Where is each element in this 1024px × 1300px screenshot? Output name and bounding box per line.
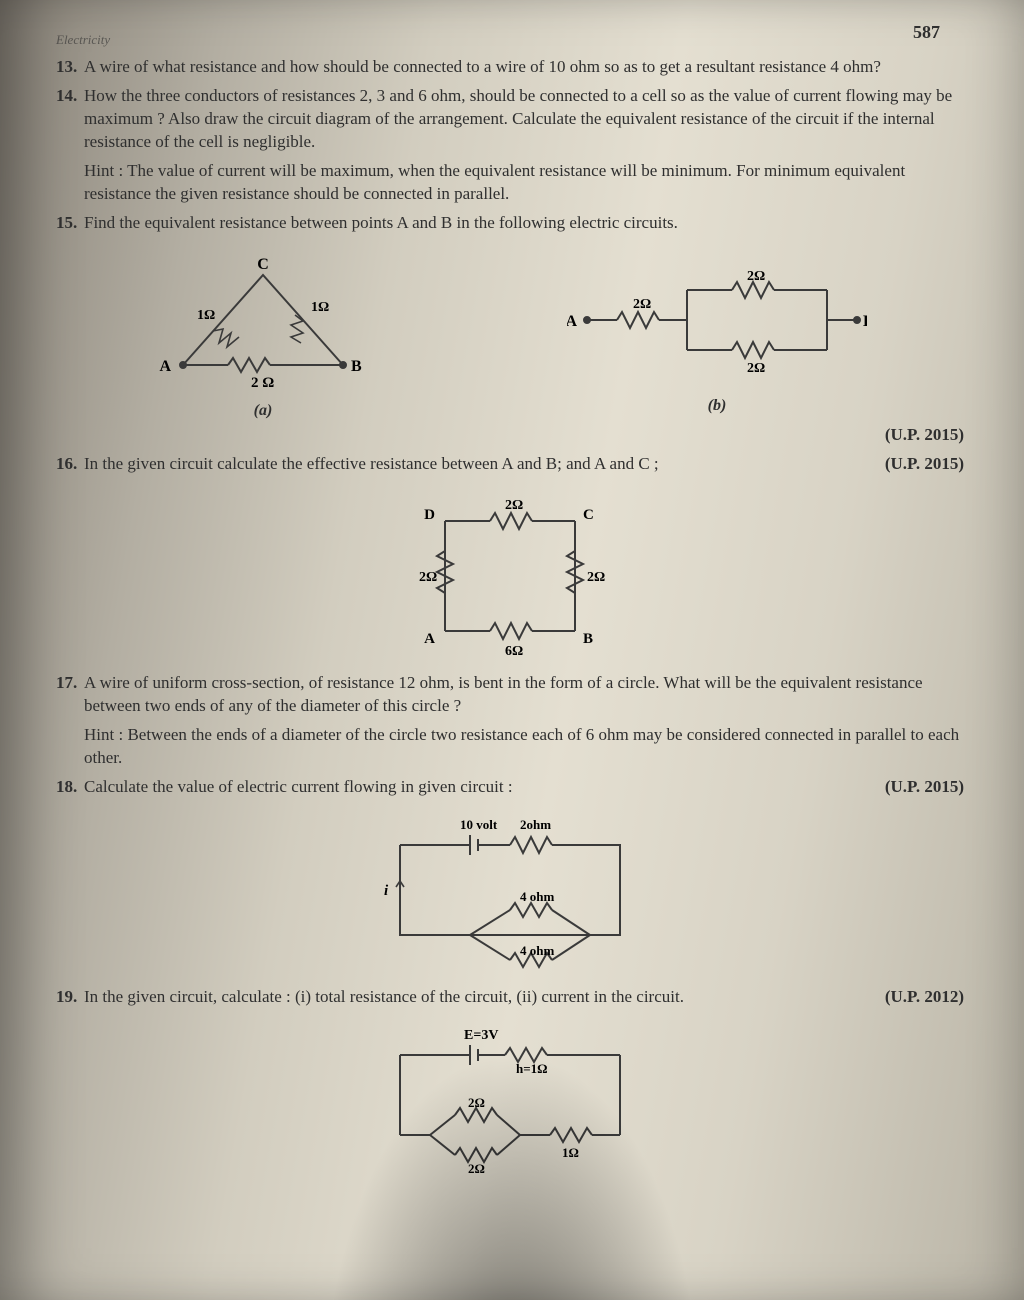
q17-text: A wire of uniform cross-section, of resi… — [84, 673, 923, 715]
svg-text:2Ω: 2Ω — [633, 297, 651, 312]
svg-text:A: A — [567, 313, 577, 330]
q19-text: In the given circuit, calculate : (i) to… — [84, 987, 684, 1006]
svg-text:2Ω: 2Ω — [468, 1095, 485, 1110]
svg-text:4 ohm: 4 ohm — [520, 889, 554, 904]
textbook-page: 587 Electricity 13. A wire of what resis… — [0, 0, 1024, 1300]
svg-text:2ohm: 2ohm — [520, 817, 551, 832]
question-19: 19. In the given circuit, calculate : (i… — [56, 986, 964, 1009]
svg-text:C: C — [257, 256, 269, 273]
svg-text:B: B — [351, 358, 362, 375]
q16-num: 16. — [56, 453, 77, 476]
svg-text:6Ω: 6Ω — [505, 644, 523, 659]
svg-text:1Ω: 1Ω — [311, 300, 329, 315]
svg-text:2Ω: 2Ω — [505, 498, 523, 513]
svg-text:1Ω: 1Ω — [562, 1145, 579, 1160]
question-14: 14. How the three conductors of resistan… — [56, 85, 964, 154]
q14-text: How the three conductors of resistances … — [84, 86, 952, 151]
q15-figures: C A B 1Ω 1Ω 2 Ω (a) — [56, 245, 964, 420]
question-15: 15. Find the equivalent resistance betwe… — [56, 212, 964, 235]
q18-num: 18. — [56, 776, 77, 799]
q18-fig: 10 volt 2ohm 4 ohm 4 ohm i — [56, 805, 964, 980]
svg-text:h=1Ω: h=1Ω — [516, 1061, 548, 1076]
q16-text: In the given circuit calculate the effec… — [84, 454, 659, 473]
svg-text:A: A — [159, 358, 171, 375]
q15-fig-b-label: (b) — [567, 397, 867, 415]
q19-fig: E=3V h=1Ω 2Ω 2Ω 1Ω — [56, 1015, 964, 1180]
q13-text: A wire of what resistance and how should… — [84, 57, 881, 76]
svg-text:E=3V: E=3V — [464, 1028, 498, 1043]
svg-text:A: A — [424, 631, 435, 647]
q15-text: Find the equivalent resistance between p… — [84, 213, 678, 232]
q15-fig-a-label: (a) — [153, 402, 373, 420]
svg-text:2Ω: 2Ω — [747, 361, 765, 376]
svg-text:1Ω: 1Ω — [197, 308, 215, 323]
q15-fig-a: C A B 1Ω 1Ω 2 Ω (a) — [153, 245, 373, 420]
svg-text:4 ohm: 4 ohm — [520, 943, 554, 958]
svg-text:2Ω: 2Ω — [587, 570, 605, 585]
svg-text:2Ω: 2Ω — [747, 269, 765, 284]
svg-text:B: B — [583, 631, 593, 647]
q19-ref: (U.P. 2012) — [885, 986, 964, 1009]
q16-ref: (U.P. 2015) — [885, 453, 964, 476]
q14-hint: Hint : The value of current will be maxi… — [56, 160, 964, 206]
svg-text:D: D — [424, 507, 435, 523]
q17-hint: Hint : Between the ends of a diameter of… — [56, 724, 964, 770]
q14-num: 14. — [56, 85, 77, 108]
svg-text:C: C — [583, 507, 594, 523]
svg-text:2 Ω: 2 Ω — [251, 375, 274, 391]
q13-num: 13. — [56, 56, 77, 79]
question-16: 16. In the given circuit calculate the e… — [56, 453, 964, 476]
svg-text:i: i — [384, 883, 389, 899]
question-18: 18. Calculate the value of electric curr… — [56, 776, 964, 799]
q15-num: 15. — [56, 212, 77, 235]
svg-text:B: B — [863, 313, 867, 330]
chapter-heading: Electricity — [56, 32, 964, 48]
q18-ref: (U.P. 2015) — [885, 776, 964, 799]
svg-text:2Ω: 2Ω — [468, 1161, 485, 1175]
q16-fig: D C A B 2Ω 2Ω 2Ω 6Ω — [56, 481, 964, 666]
q19-num: 19. — [56, 986, 77, 1009]
q17-num: 17. — [56, 672, 77, 695]
svg-text:2Ω: 2Ω — [419, 570, 437, 585]
question-17: 17. A wire of uniform cross-section, of … — [56, 672, 964, 718]
q18-text: Calculate the value of electric current … — [84, 777, 513, 796]
question-13: 13. A wire of what resistance and how sh… — [56, 56, 964, 79]
svg-text:10 volt: 10 volt — [460, 817, 498, 832]
q15-fig-b: A B 2Ω 2Ω 2Ω (b) — [567, 250, 867, 415]
